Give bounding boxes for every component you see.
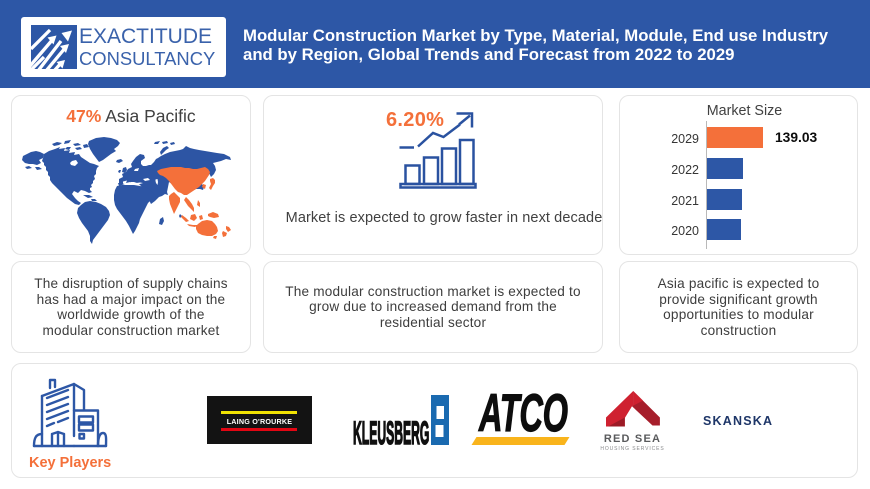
svg-text:2020: 2020 bbox=[671, 224, 699, 238]
svg-text:139.03: 139.03 bbox=[775, 130, 818, 145]
svg-text:2029: 2029 bbox=[671, 132, 699, 146]
svg-text:2022: 2022 bbox=[671, 163, 699, 177]
svg-text:2021: 2021 bbox=[671, 194, 699, 208]
